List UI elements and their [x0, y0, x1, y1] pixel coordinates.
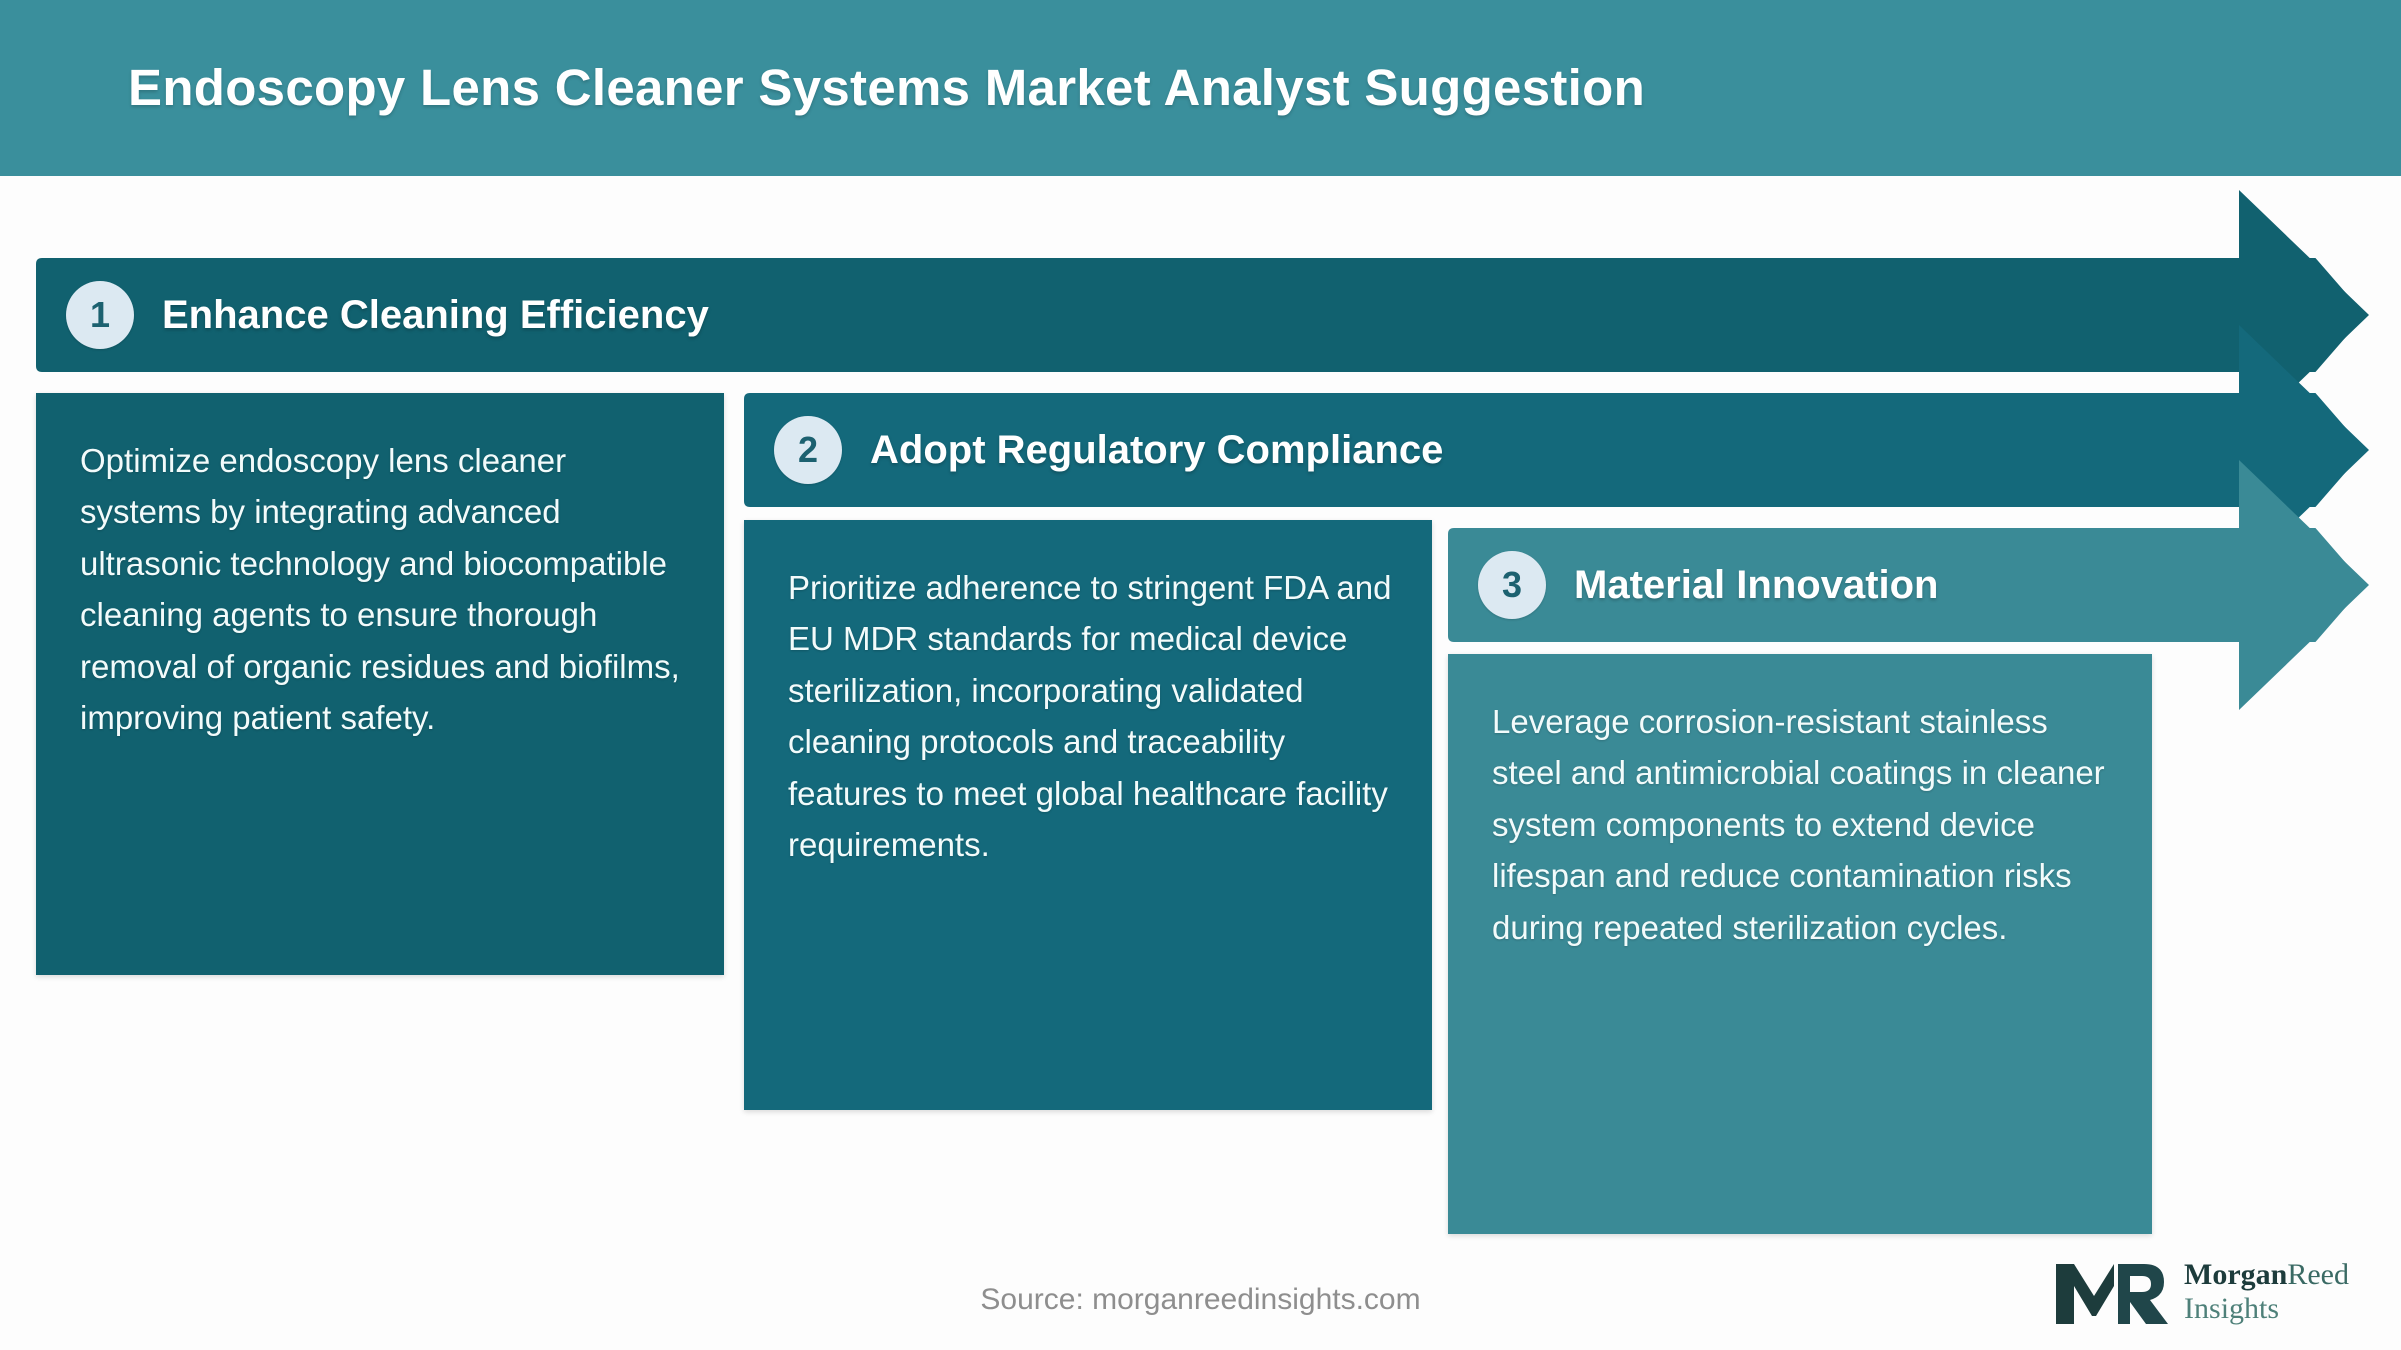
brand-name-morgan: Morgan — [2184, 1258, 2288, 1291]
step-number-badge-1: 1 — [66, 281, 134, 349]
arrow-shape-3 — [1448, 528, 2365, 642]
page-title: Endoscopy Lens Cleaner Systems Market An… — [128, 58, 1646, 116]
brand-logo: MorganReed Insights — [2052, 1256, 2349, 1328]
arrowhead-3 — [2239, 460, 2369, 710]
brand-logo-line1: MorganReed — [2184, 1260, 2349, 1290]
mr-monogram-icon — [2056, 1264, 2169, 1324]
step-body-box-3: Leverage corrosion-resistant stainless s… — [1448, 654, 2152, 1234]
step-body-text-3: Leverage corrosion-resistant stainless s… — [1492, 703, 2105, 946]
step-band-3-content: 3 Material Innovation — [1448, 528, 1939, 642]
header-banner: Endoscopy Lens Cleaner Systems Market An… — [0, 0, 2401, 176]
step-band-2-content: 2 Adopt Regulatory Compliance — [744, 393, 1443, 507]
step-band-1: 1 Enhance Cleaning Efficiency — [36, 258, 2365, 372]
step-title-3: Material Innovation — [1574, 562, 1939, 607]
step-band-3: 3 Material Innovation — [1448, 528, 2365, 642]
step-title-2: Adopt Regulatory Compliance — [870, 427, 1444, 472]
step-body-text-2: Prioritize adherence to stringent FDA an… — [788, 569, 1392, 864]
step-body-box-2: Prioritize adherence to stringent FDA an… — [744, 520, 1432, 1110]
step-band-1-content: 1 Enhance Cleaning Efficiency — [36, 258, 709, 372]
brand-logo-text: MorganReed Insights — [2184, 1260, 2349, 1324]
brand-logo-line2: Insights — [2184, 1292, 2280, 1325]
arrow-shape-2 — [744, 393, 2365, 507]
arrow-shape-1 — [36, 258, 2365, 372]
step-body-text-1: Optimize endoscopy lens cleaner systems … — [80, 442, 680, 737]
brand-name-reed: Reed — [2287, 1258, 2349, 1291]
source-note: Source: morganreedinsights.com — [980, 1283, 1421, 1316]
step-number-badge-2: 2 — [774, 416, 842, 484]
step-band-2: 2 Adopt Regulatory Compliance — [744, 393, 2365, 507]
step-number-badge-3: 3 — [1478, 551, 1546, 619]
step-body-box-1: Optimize endoscopy lens cleaner systems … — [36, 393, 724, 975]
step-title-1: Enhance Cleaning Efficiency — [162, 292, 709, 337]
